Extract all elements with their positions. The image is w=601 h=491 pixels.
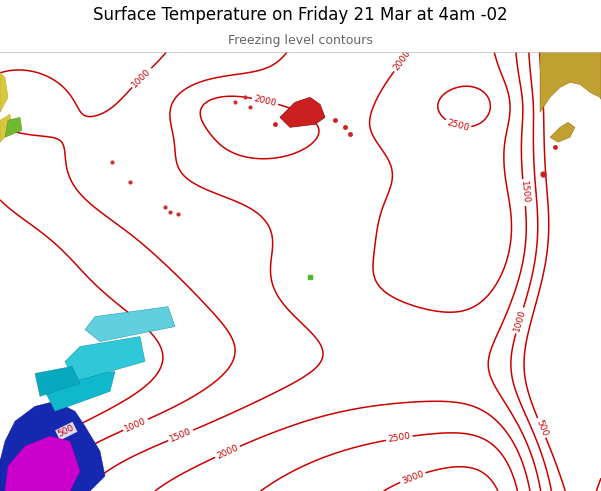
Text: 2000: 2000 bbox=[215, 443, 240, 461]
Polygon shape bbox=[550, 122, 575, 142]
Polygon shape bbox=[35, 366, 80, 396]
Polygon shape bbox=[0, 73, 8, 112]
Polygon shape bbox=[5, 117, 22, 137]
Text: Freezing level contours: Freezing level contours bbox=[228, 34, 373, 47]
Text: 3000: 3000 bbox=[400, 469, 425, 486]
Text: 1500: 1500 bbox=[168, 427, 193, 444]
Text: 2000: 2000 bbox=[253, 94, 277, 108]
Polygon shape bbox=[65, 336, 145, 382]
Polygon shape bbox=[85, 307, 175, 342]
Text: Surface Temperature on Friday 21 Mar at 4am -02: Surface Temperature on Friday 21 Mar at … bbox=[93, 6, 508, 25]
Text: 1500: 1500 bbox=[519, 181, 529, 205]
Text: 2500: 2500 bbox=[446, 118, 470, 133]
Text: 1000: 1000 bbox=[130, 66, 153, 89]
Polygon shape bbox=[45, 371, 115, 411]
Text: 2500: 2500 bbox=[387, 432, 411, 444]
Polygon shape bbox=[0, 114, 12, 142]
Text: 1000: 1000 bbox=[123, 416, 148, 434]
Text: 1000: 1000 bbox=[512, 308, 527, 333]
Polygon shape bbox=[540, 52, 601, 112]
Text: 2000: 2000 bbox=[392, 49, 412, 73]
Polygon shape bbox=[0, 401, 105, 491]
Text: 500: 500 bbox=[56, 423, 76, 439]
Polygon shape bbox=[5, 436, 80, 491]
Text: 500: 500 bbox=[534, 418, 549, 437]
Polygon shape bbox=[280, 97, 325, 127]
